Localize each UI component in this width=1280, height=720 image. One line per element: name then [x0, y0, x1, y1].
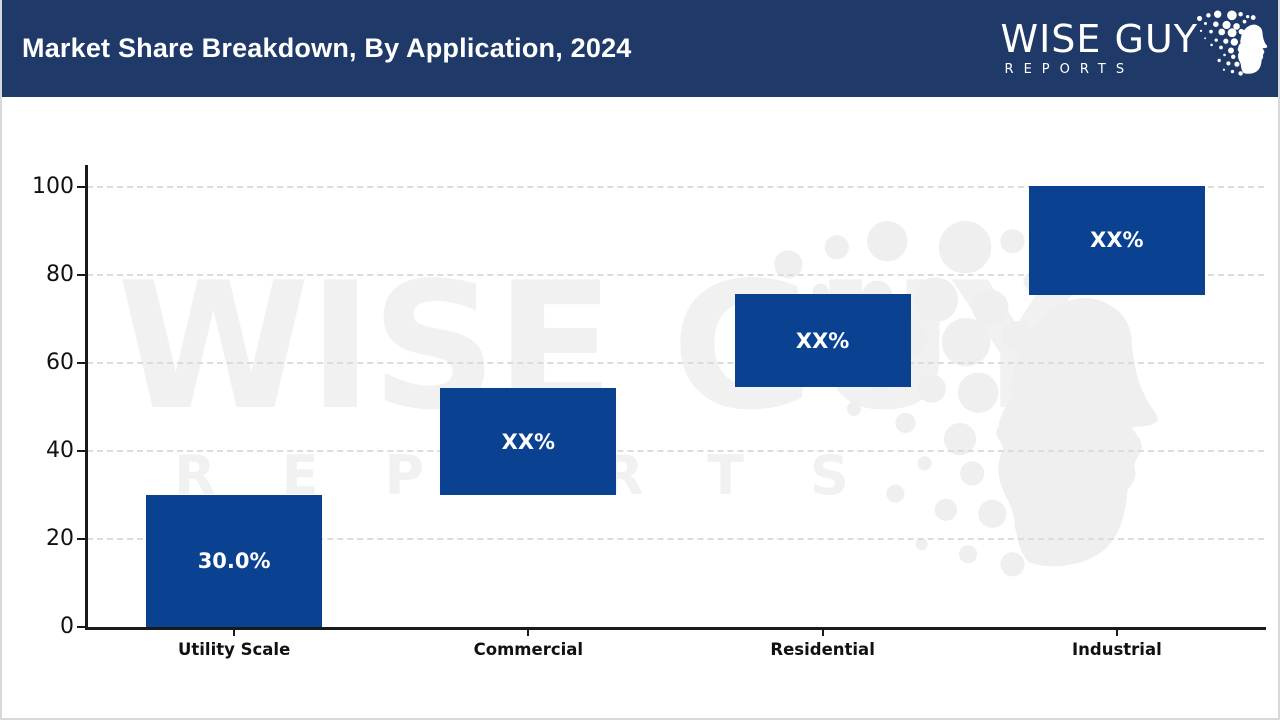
- bar-residential: XX%: [734, 293, 911, 388]
- gridline-y80: [87, 274, 1264, 276]
- y-tick-mark: [77, 538, 85, 540]
- bar-utility-scale: 30.0%: [146, 495, 323, 627]
- x-tick-label-3: Residential: [770, 640, 875, 659]
- gridline-y20: [87, 538, 1264, 540]
- x-tick-mark: [821, 629, 824, 636]
- gridline-y60: [87, 362, 1264, 364]
- bar-industrial: XX%: [1028, 186, 1205, 295]
- gridline-y40: [87, 450, 1264, 452]
- y-tick-mark: [77, 626, 85, 628]
- brand-logo: WISE GUY REPORTS: [1001, 5, 1268, 93]
- x-tick-label-4: Industrial: [1072, 640, 1162, 659]
- y-tick-label: 100: [32, 174, 74, 199]
- y-tick-mark: [77, 450, 85, 452]
- x-axis-spine: [85, 627, 1266, 630]
- bar-value-label: XX%: [795, 328, 850, 353]
- y-tick-mark: [77, 274, 85, 276]
- logo-face-icon: [1194, 5, 1268, 93]
- y-tick-label: 20: [46, 526, 74, 551]
- y-tick-mark: [77, 186, 85, 188]
- gridline-y100: [87, 186, 1264, 188]
- y-tick-label: 40: [46, 438, 74, 463]
- page-title: Market Share Breakdown, By Application, …: [22, 33, 632, 63]
- x-tick-mark: [527, 629, 530, 636]
- chart-area: WISE GUY REPORTS 02040608010030.0%Utilit…: [2, 97, 1278, 718]
- header-bar: Market Share Breakdown, By Application, …: [2, 0, 1278, 97]
- bar-value-label: XX%: [1090, 228, 1144, 253]
- bar-value-label: 30.0%: [197, 549, 271, 573]
- x-tick-label-2: Commercial: [473, 640, 584, 659]
- y-tick-label: 60: [46, 350, 74, 375]
- bar-commercial: XX%: [440, 388, 617, 495]
- y-tick-label: 80: [46, 262, 74, 287]
- logo-wordmark-line1: WISE GUY: [1000, 17, 1198, 61]
- x-tick-mark: [1115, 629, 1118, 636]
- logo-wordmark: WISE GUY REPORTS: [1001, 20, 1198, 77]
- y-axis-spine: [85, 165, 88, 629]
- bar-value-label: XX%: [501, 429, 556, 454]
- x-tick-mark: [233, 629, 236, 636]
- y-tick-mark: [77, 362, 85, 364]
- logo-wordmark-line2: REPORTS: [1004, 62, 1135, 77]
- x-tick-label-1: Utility Scale: [177, 640, 291, 659]
- y-tick-label: 0: [60, 614, 74, 639]
